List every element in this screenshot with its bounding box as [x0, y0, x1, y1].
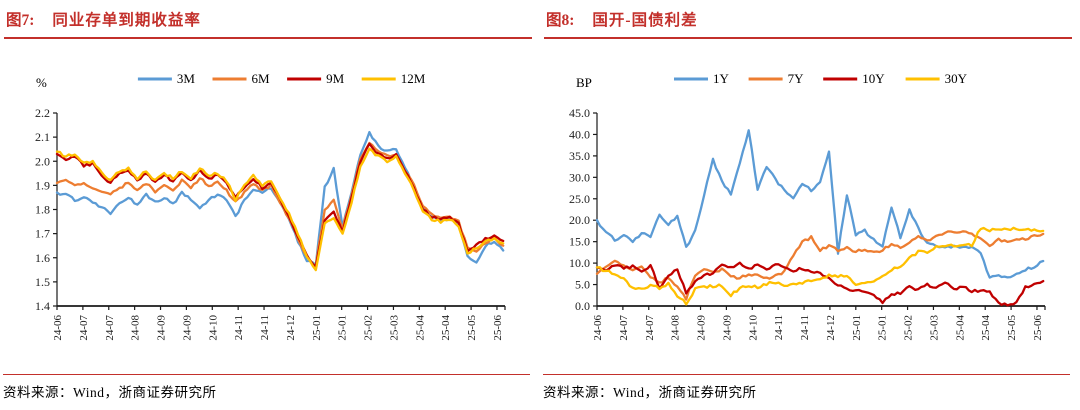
- svg-text:24-08: 24-08: [670, 315, 682, 341]
- axis-unit-label: %: [36, 75, 47, 90]
- svg-text:24-08: 24-08: [130, 315, 142, 341]
- svg-text:24-09: 24-09: [181, 315, 193, 341]
- svg-text:2.2: 2.2: [35, 106, 50, 120]
- svg-text:20.0: 20.0: [569, 213, 590, 227]
- bond-spread-line-chart: 0.0 5.0 10.0 15.0 20.0 25.0 30.0 35.0 40.0 45.0 24…: [569, 71, 1046, 341]
- svg-text:24-12: 24-12: [285, 315, 297, 341]
- svg-text:6M: 6M: [252, 71, 271, 86]
- figure7-footer-rule: [3, 374, 530, 375]
- svg-text:25-03: 25-03: [928, 315, 940, 341]
- svg-text:25-06: 25-06: [1032, 315, 1044, 341]
- svg-text:1.4: 1.4: [35, 299, 50, 313]
- svg-text:1.5: 1.5: [35, 275, 50, 289]
- svg-text:25-03: 25-03: [388, 315, 400, 341]
- figure8-title-rule: [544, 37, 1072, 39]
- svg-text:45.0: 45.0: [569, 106, 590, 120]
- cd-yield-line-chart: 1.4 1.5 1.6 1.7 1.8 1.9 2.0 2.1 2.2 24-06 24-07 24-…: [35, 71, 506, 341]
- svg-text:0.0: 0.0: [575, 299, 590, 313]
- figure7-footer: 资料来源：Wind，浙商证券研究所: [0, 374, 540, 410]
- svg-text:24-06: 24-06: [52, 315, 64, 341]
- axis-unit-label: BP: [576, 75, 592, 90]
- svg-text:24-06: 24-06: [592, 315, 604, 341]
- figure7-label: 图7:: [6, 12, 35, 29]
- svg-text:25-06: 25-06: [492, 315, 504, 341]
- svg-text:24-11: 24-11: [233, 315, 245, 340]
- svg-text:24-11: 24-11: [773, 315, 785, 340]
- figure8-source-text: 资料来源：Wind，浙商证券研究所: [543, 385, 757, 400]
- svg-text:2.1: 2.1: [35, 130, 50, 144]
- svg-text:30Y: 30Y: [945, 71, 968, 86]
- svg-text:25-02: 25-02: [903, 315, 915, 341]
- figure8-panel: 图8: 国开-国债利差 0.0 5.0 10.0 15.0 20.0 25.0 30.0 35…: [540, 0, 1080, 410]
- svg-text:25-04: 25-04: [414, 315, 426, 341]
- svg-text:24-11: 24-11: [259, 315, 271, 340]
- svg-text:1.7: 1.7: [35, 227, 50, 241]
- svg-text:1Y: 1Y: [713, 71, 730, 86]
- svg-text:7Y: 7Y: [788, 71, 805, 86]
- svg-text:25-02: 25-02: [363, 315, 375, 341]
- svg-text:10.0: 10.0: [569, 256, 590, 270]
- svg-text:10Y: 10Y: [862, 71, 885, 86]
- svg-text:24-10: 24-10: [207, 315, 219, 341]
- figure7-title-rule: [4, 37, 532, 39]
- figure7-title: 同业存单到期收益率: [52, 12, 201, 29]
- figure8-header: 图8: 国开-国债利差: [546, 8, 1068, 30]
- svg-text:25-01: 25-01: [337, 315, 349, 341]
- svg-text:15.0: 15.0: [569, 235, 590, 249]
- svg-text:25-01: 25-01: [851, 315, 863, 341]
- svg-text:25.0: 25.0: [569, 192, 590, 206]
- svg-text:25-04: 25-04: [440, 315, 452, 341]
- svg-text:25-04: 25-04: [980, 315, 992, 341]
- svg-text:1.6: 1.6: [35, 251, 50, 265]
- svg-text:24-07: 24-07: [618, 315, 630, 341]
- svg-text:24-07: 24-07: [104, 315, 116, 341]
- figure7-panel: 图7: 同业存单到期收益率 1.4 1.5 1.6 1.7 1.8 1.9 2.0 2.1 2.…: [0, 8, 540, 410]
- figure8-footer: 资料来源：Wind，浙商证券研究所: [540, 374, 1080, 410]
- figure7-header: 图7: 同业存单到期收益率: [6, 8, 528, 30]
- figure8-label: 图8:: [546, 12, 575, 29]
- figure8-footer-rule: [543, 374, 1070, 375]
- svg-text:40.0: 40.0: [569, 127, 590, 141]
- svg-text:9M: 9M: [326, 71, 345, 86]
- svg-text:25-04: 25-04: [954, 315, 966, 341]
- svg-text:3M: 3M: [177, 71, 196, 86]
- svg-text:1.9: 1.9: [35, 178, 50, 192]
- svg-text:25-05: 25-05: [1006, 315, 1018, 341]
- svg-text:12M: 12M: [401, 71, 426, 86]
- svg-text:35.0: 35.0: [569, 149, 590, 163]
- figure8-title: 国开-国债利差: [592, 12, 698, 29]
- svg-text:24-11: 24-11: [799, 315, 811, 340]
- svg-text:24-09: 24-09: [721, 315, 733, 341]
- svg-text:24-12: 24-12: [825, 315, 837, 341]
- svg-text:1.8: 1.8: [35, 203, 50, 217]
- svg-text:30.0: 30.0: [569, 170, 590, 184]
- svg-text:24-07: 24-07: [78, 315, 90, 341]
- svg-text:24-10: 24-10: [747, 315, 759, 341]
- svg-text:25-01: 25-01: [311, 315, 323, 341]
- svg-text:24-09: 24-09: [696, 315, 708, 341]
- svg-text:25-05: 25-05: [466, 315, 478, 341]
- svg-text:24-09: 24-09: [156, 315, 168, 341]
- svg-text:25-01: 25-01: [877, 315, 889, 341]
- svg-text:2.0: 2.0: [35, 154, 50, 168]
- figure7-source-text: 资料来源：Wind，浙商证券研究所: [3, 385, 217, 400]
- svg-text:5.0: 5.0: [575, 278, 590, 292]
- svg-text:24-07: 24-07: [644, 315, 656, 341]
